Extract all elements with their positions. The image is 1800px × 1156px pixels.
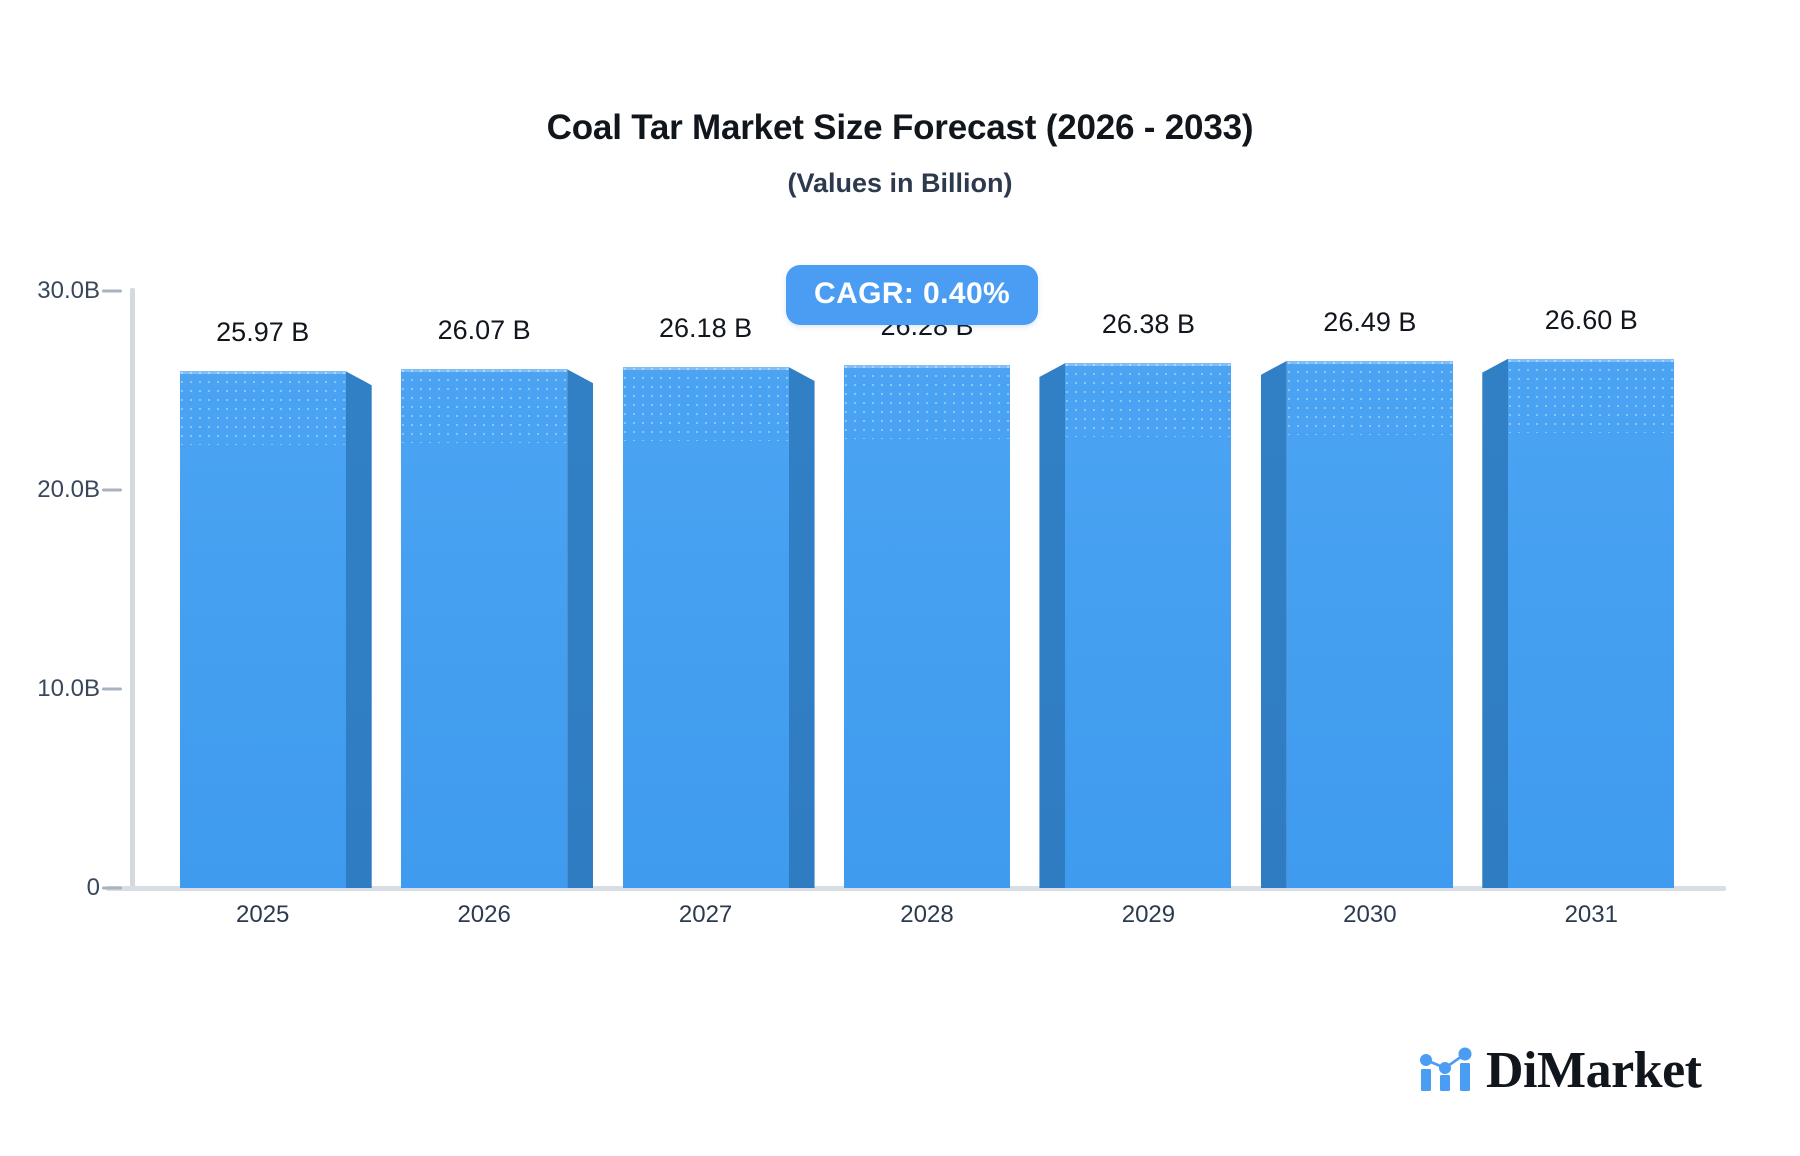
bar-front-face <box>844 365 1010 888</box>
cagr-badge: CAGR: 0.40% <box>786 265 1039 325</box>
bar-front-face <box>179 371 346 888</box>
bar-front-face <box>401 369 568 888</box>
bar-front-face <box>622 367 789 888</box>
y-axis-line <box>130 288 135 890</box>
bar-value-label: 26.07 B <box>437 315 531 346</box>
bar-side-face <box>1260 360 1287 888</box>
x-axis-tick-label: 2025 <box>236 901 290 928</box>
x-axis-tick-label: 2028 <box>900 901 954 928</box>
y-axis-tick-label: 20.0B <box>37 476 100 503</box>
y-axis-tick-label: 0 <box>86 874 100 901</box>
bar[interactable]: 26.49 B <box>1260 307 1453 888</box>
chart-subtitle: (Values in Billion) <box>787 168 1013 198</box>
bar-side-face <box>788 367 815 888</box>
bar[interactable]: 26.28 B <box>844 311 1010 888</box>
y-axis-tick-mark <box>102 488 122 492</box>
bar-value-label: 26.18 B <box>659 313 753 344</box>
brand-name: DiMarket <box>1486 1041 1702 1099</box>
x-axis-tick-label: 2026 <box>457 901 511 928</box>
y-axis-tick-label: 10.0B <box>37 675 100 702</box>
bar[interactable]: 25.97 B <box>179 317 372 888</box>
y-axis-tick-mark <box>102 289 122 293</box>
x-axis-tick-label: 2031 <box>1564 901 1618 928</box>
y-axis-tick-label: 30.0B <box>37 277 100 304</box>
bar-side-face <box>1039 363 1066 888</box>
y-axis-tick-mark <box>102 886 122 890</box>
bar-chart-icon <box>1418 1042 1474 1099</box>
bar-front-face <box>1286 360 1453 888</box>
brand-logo: DiMarket <box>1418 1041 1702 1099</box>
bar-side-face <box>567 369 594 888</box>
chart-title: Coal Tar Market Size Forecast (2026 - 20… <box>546 108 1254 147</box>
bar[interactable]: 26.18 B <box>622 313 815 888</box>
y-axis-tick-mark <box>102 687 122 691</box>
bar-front-face <box>1065 363 1232 888</box>
x-axis-line <box>106 886 1726 891</box>
bar-value-label: 26.49 B <box>1323 306 1417 337</box>
x-axis-tick-label: 2027 <box>678 901 733 928</box>
bar[interactable]: 26.07 B <box>401 315 594 888</box>
bar-value-label: 25.97 B <box>216 317 310 348</box>
bar-side-face <box>1482 358 1509 888</box>
bar-value-label: 26.60 B <box>1544 304 1638 335</box>
x-axis-tick-label: 2030 <box>1343 901 1397 928</box>
bar-value-label: 26.38 B <box>1101 309 1195 340</box>
bar[interactable]: 26.60 B <box>1482 305 1675 888</box>
bar[interactable]: 26.38 B <box>1039 309 1232 888</box>
x-axis-tick-label: 2029 <box>1121 901 1176 928</box>
bar-front-face <box>1508 358 1675 888</box>
bar-side-face <box>345 371 372 888</box>
